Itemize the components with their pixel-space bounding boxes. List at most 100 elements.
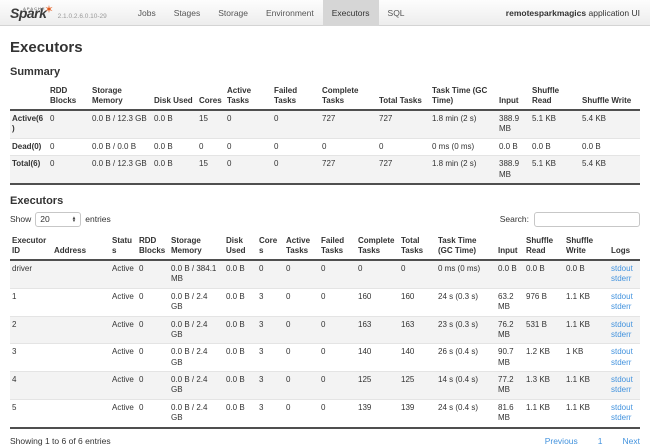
executors-col-header[interactable]: Task Time (GC Time)	[436, 232, 496, 261]
pagination-next[interactable]: Next	[622, 435, 640, 446]
executors-col-header[interactable]: Storage Memory	[169, 232, 224, 261]
stdout-log-link[interactable]: stdout	[611, 319, 633, 329]
summary-col-header: Disk Used	[152, 83, 197, 111]
nav-item-sql[interactable]: SQL	[387, 7, 405, 18]
executor-cell: 0.0 B	[226, 402, 245, 412]
executor-cell: 23 s (0.3 s)	[438, 319, 479, 329]
executors-col-header[interactable]: Address	[52, 232, 110, 261]
executor-cell: 0	[321, 347, 326, 357]
stderr-log-link[interactable]: stderr	[611, 274, 632, 284]
summary-col-header: Complete Tasks	[320, 83, 377, 111]
executor-cell: 77.2 MB	[498, 375, 514, 395]
executors-col-header[interactable]: Disk Used	[224, 232, 257, 261]
nav-item-jobs[interactable]: Jobs	[137, 7, 156, 18]
executor-cell: 3	[259, 402, 264, 412]
pagination-previous[interactable]: Previous	[544, 435, 578, 446]
executor-cell: 0	[321, 402, 326, 412]
stderr-log-link[interactable]: stderr	[611, 385, 632, 395]
summary-cell: 0	[227, 141, 232, 151]
executors-col-header[interactable]: Complete Tasks	[356, 232, 399, 261]
summary-cell: 0.0 B	[154, 159, 173, 169]
stderr-log-link[interactable]: stderr	[611, 302, 632, 312]
executor-logs-cell: stdout stderr	[609, 399, 640, 427]
executor-cell: 0	[139, 375, 144, 385]
stdout-log-link[interactable]: stdout	[611, 402, 633, 412]
pagination-page-1[interactable]: 1	[597, 435, 603, 446]
stderr-log-link[interactable]: stderr	[611, 357, 632, 367]
executor-cell: 0.0 B / 2.4 GB	[171, 347, 208, 367]
executor-cell: 125	[358, 375, 372, 385]
summary-row-label: Dead(0)	[12, 141, 42, 151]
executors-col-header[interactable]: Cores	[257, 232, 284, 261]
executor-row: driver Active 0 0.0 B / 384.1 MB 0.0 B 0 0 0 0 0 0…	[10, 259, 640, 289]
summary-cell: 5.4 KB	[582, 114, 607, 123]
nav-item-storage[interactable]: Storage	[218, 7, 249, 18]
stdout-log-link[interactable]: stdout	[611, 347, 633, 357]
nav-item-executors[interactable]: Executors	[322, 0, 379, 26]
executors-col-header[interactable]: Input	[496, 232, 524, 261]
stderr-log-link[interactable]: stderr	[611, 413, 632, 423]
executors-col-header[interactable]: RDD Blocks	[137, 232, 169, 261]
executor-cell: 1	[12, 291, 17, 301]
executor-cell: 24 s (0.3 s)	[438, 291, 479, 301]
summary-col-header: Failed Tasks	[272, 83, 320, 111]
executor-cell: 3	[259, 291, 264, 301]
search-input[interactable]	[534, 211, 640, 227]
executor-cell: Active	[112, 263, 134, 273]
executors-col-header[interactable]: Active Tasks	[284, 232, 319, 261]
summary-cell: 388.9 MB	[499, 159, 520, 179]
summary-row-label: Total(6)	[12, 159, 41, 169]
summary-cell: 15	[199, 159, 208, 169]
executors-col-header[interactable]: Executor ID	[10, 232, 52, 261]
apache-label: APACHE	[23, 5, 46, 11]
summary-cell: 0.0 B / 0.0 B	[92, 141, 137, 151]
executor-row: 5 Active 0 0.0 B / 2.4 GB 0.0 B 3 0 0 139 139 24 s…	[10, 399, 640, 428]
summary-cell: 0.0 B	[532, 141, 551, 151]
executors-col-header[interactable]: Failed Tasks	[319, 232, 356, 261]
executor-cell: 0	[321, 263, 326, 273]
executor-cell: 4	[12, 375, 17, 385]
executor-cell: 0	[286, 291, 291, 301]
executor-cell: 139	[358, 402, 372, 412]
executors-col-header[interactable]: Logs	[609, 232, 640, 261]
executors-col-header[interactable]: Shuffle Write	[564, 232, 609, 261]
summary-row: Total(6) 0 0.0 B / 12.3 GB 0.0 B 15 0 0 727 727 1…	[10, 155, 640, 184]
stderr-log-link[interactable]: stderr	[611, 329, 632, 339]
nav-item-stages[interactable]: Stages	[173, 7, 201, 18]
stdout-log-link[interactable]: stdout	[611, 291, 633, 301]
pagination: Previous 1 Next	[525, 436, 640, 446]
executor-cell: Active	[112, 319, 134, 329]
stdout-log-link[interactable]: stdout	[611, 263, 633, 273]
summary-cell: 0	[199, 141, 204, 151]
summary-cell: 0	[50, 141, 55, 151]
executor-logs-cell: stdout stderr	[609, 316, 640, 344]
summary-cell: 0	[322, 141, 327, 151]
summary-col-header: Input	[497, 83, 530, 111]
summary-cell: 388.9 MB	[499, 114, 520, 134]
executors-col-header[interactable]: Status	[110, 232, 137, 261]
executor-cell: 3	[259, 347, 264, 357]
summary-cell: 1.8 min (2 s)	[432, 114, 477, 123]
executor-cell: 0 ms (0 ms)	[438, 263, 481, 273]
executor-cell: 0	[286, 263, 291, 273]
executor-cell	[52, 260, 110, 288]
summary-cell: 0	[227, 159, 232, 169]
spark-logo[interactable]: APACHE Spark ✶	[10, 4, 54, 21]
summary-col-header: Storage Memory	[90, 83, 152, 111]
executor-cell: 3	[12, 347, 17, 357]
nav-item-environment[interactable]: Environment	[266, 7, 314, 18]
executor-cell: Active	[112, 375, 134, 385]
app-title-suffix: application UI	[586, 7, 640, 18]
stdout-log-link[interactable]: stdout	[611, 375, 633, 385]
nav-menu: Jobs Stages Storage Environment Executors SQL	[129, 0, 414, 26]
summary-cell: 0.0 B / 12.3 GB	[92, 114, 147, 123]
entries-select[interactable]: 20 ▲ ▼	[35, 211, 82, 227]
executor-cell: 76.2 MB	[498, 319, 514, 339]
executors-col-header[interactable]: Shuffle Read	[524, 232, 564, 261]
executors-col-header[interactable]: Total Tasks	[399, 232, 436, 261]
executor-cell: 0.0 B / 2.4 GB	[171, 402, 208, 423]
executor-cell: 160	[401, 291, 415, 301]
executor-cell: 0.0 B	[226, 375, 245, 385]
summary-cell: 5.4 KB	[582, 159, 607, 169]
summary-col-header: Active Tasks	[225, 83, 272, 111]
